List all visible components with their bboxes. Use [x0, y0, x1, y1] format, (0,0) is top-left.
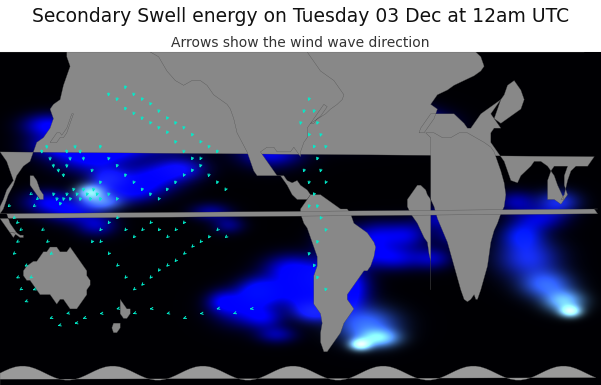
Polygon shape [112, 323, 120, 333]
Polygon shape [23, 247, 90, 309]
Text: Secondary Swell energy on Tuesday 03 Dec at 12am UTC: Secondary Swell energy on Tuesday 03 Dec… [32, 7, 569, 26]
Polygon shape [0, 52, 594, 214]
Polygon shape [0, 209, 597, 238]
Polygon shape [30, 176, 43, 199]
Polygon shape [407, 133, 506, 302]
Polygon shape [10, 233, 23, 238]
Polygon shape [0, 366, 596, 385]
Polygon shape [120, 300, 130, 318]
Text: Arrows show the wind wave direction: Arrows show the wind wave direction [171, 36, 430, 50]
Polygon shape [300, 195, 376, 352]
Polygon shape [50, 114, 73, 142]
Polygon shape [150, 52, 344, 199]
